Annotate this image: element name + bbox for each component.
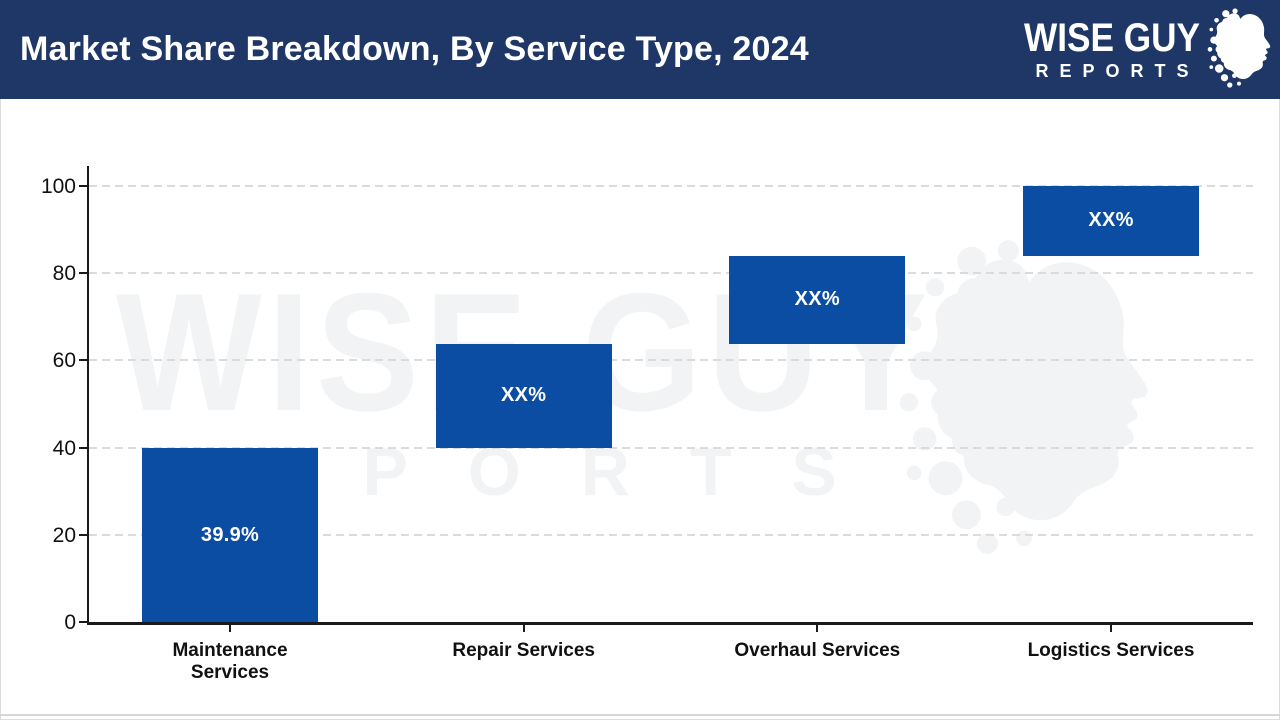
gridline xyxy=(89,272,1253,275)
x-tick-label: Overhaul Services xyxy=(734,640,901,661)
page-title: Market Share Breakdown, By Service Type,… xyxy=(20,30,809,68)
bar-value-label: 39.9% xyxy=(200,523,260,546)
x-tick-mark xyxy=(522,625,525,632)
gridline xyxy=(89,359,1253,362)
gridline xyxy=(89,533,1253,536)
bar-value-label: XX% xyxy=(794,288,840,311)
x-axis-line xyxy=(87,622,1253,625)
logo-wiseguy-label: WISE GUY xyxy=(1023,15,1200,60)
bar-value-label: XX% xyxy=(501,384,547,407)
gridline xyxy=(89,185,1253,187)
brand-logo: WISE GUY REPORTS xyxy=(1012,2,1272,97)
watermark-face-icon xyxy=(888,235,1160,575)
y-tick-label: 0 xyxy=(64,611,76,634)
y-tick-mark xyxy=(79,185,87,187)
bar: 39.9% xyxy=(142,448,318,622)
y-tick-label: 80 xyxy=(52,262,76,286)
x-tick-label: Logistics Services xyxy=(1027,640,1195,661)
gridline xyxy=(89,446,1253,449)
x-tick-mark xyxy=(229,625,231,632)
y-tick-label: 20 xyxy=(52,523,76,547)
y-tick-label: 40 xyxy=(52,436,76,460)
bar: XX% xyxy=(1023,186,1199,256)
x-tick-label: Repair Services xyxy=(452,640,595,661)
logo-reports-label: REPORTS xyxy=(1035,60,1200,81)
y-axis-line xyxy=(87,166,89,624)
header: Market Share Breakdown, By Service Type,… xyxy=(0,0,1280,99)
bar: XX% xyxy=(729,255,906,344)
y-tick-mark xyxy=(79,446,87,449)
y-tick-mark xyxy=(79,533,87,536)
x-tick-mark xyxy=(1110,625,1112,632)
y-tick-label: 60 xyxy=(52,349,76,373)
bar: XX% xyxy=(435,343,612,449)
bar-value-label: XX% xyxy=(1088,209,1134,232)
x-tick-mark xyxy=(816,625,819,632)
y-tick-mark xyxy=(79,272,87,275)
x-tick-label: Maintenance Services xyxy=(172,640,288,683)
y-tick-mark xyxy=(79,359,87,362)
y-tick-mark xyxy=(79,621,87,623)
bottom-border xyxy=(0,714,1280,716)
chart-area: WISE GUY REPORTS 0 20 40 60 80 100 39.9% XX% XX… xyxy=(0,99,1280,720)
y-tick-label: 100 xyxy=(40,175,76,198)
logo-face-icon xyxy=(1206,7,1272,93)
brand-logo-text: WISE GUY REPORTS xyxy=(1012,18,1212,82)
